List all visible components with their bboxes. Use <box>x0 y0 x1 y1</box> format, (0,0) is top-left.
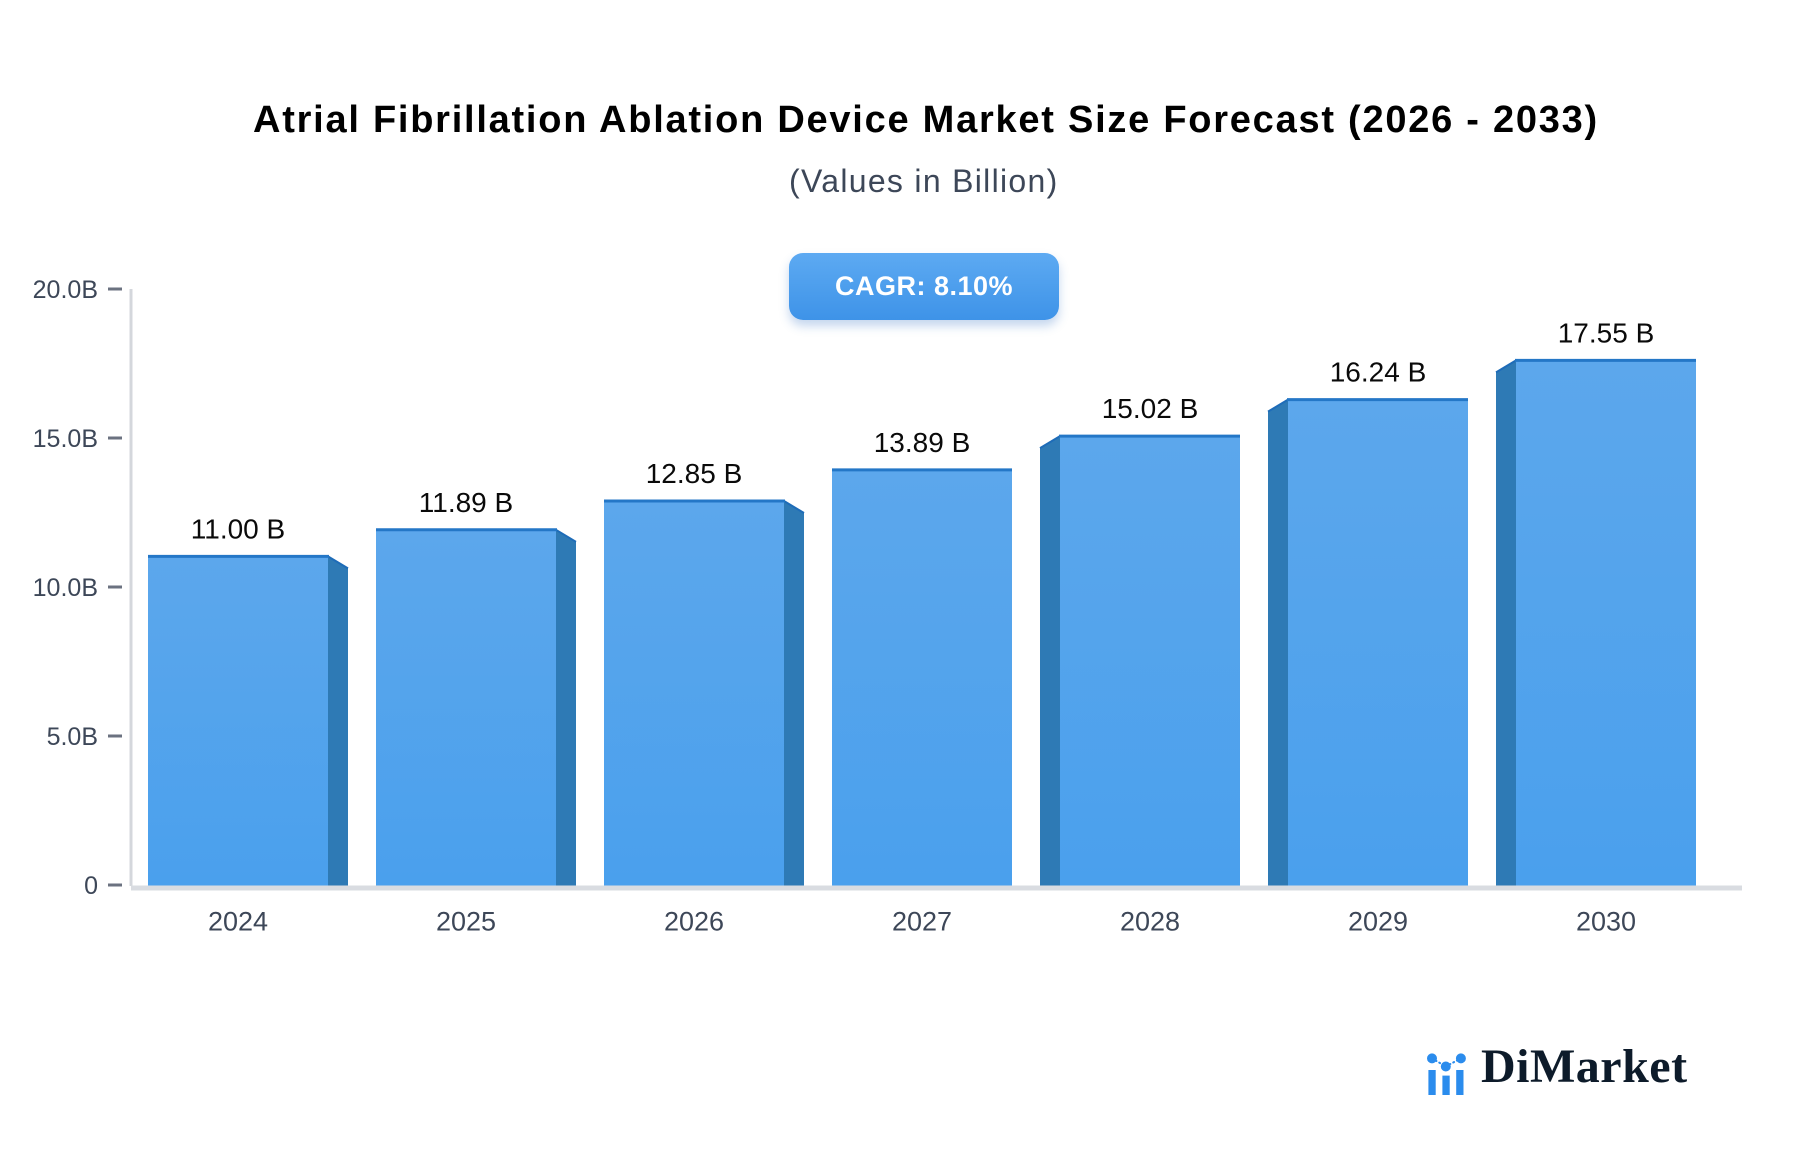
svg-text:2028: 2028 <box>1120 907 1180 937</box>
svg-text:17.55 B: 17.55 B <box>1558 317 1655 348</box>
svg-text:12.85 B: 12.85 B <box>646 458 743 489</box>
svg-text:11.89 B: 11.89 B <box>419 487 513 518</box>
svg-text:2027: 2027 <box>892 907 952 937</box>
svg-text:2030: 2030 <box>1576 907 1636 937</box>
svg-text:0: 0 <box>84 872 98 900</box>
svg-text:20.0B: 20.0B <box>33 276 98 304</box>
svg-text:2024: 2024 <box>208 907 268 937</box>
svg-text:15.0B: 15.0B <box>33 425 98 453</box>
svg-text:15.02 B: 15.02 B <box>1102 393 1199 424</box>
svg-text:13.89 B: 13.89 B <box>874 427 971 458</box>
svg-text:5.0B: 5.0B <box>47 723 98 751</box>
svg-text:2025: 2025 <box>436 907 496 937</box>
svg-text:2029: 2029 <box>1348 907 1408 937</box>
svg-text:11.00 B: 11.00 B <box>191 513 285 544</box>
svg-text:2026: 2026 <box>664 907 724 937</box>
svg-text:10.0B: 10.0B <box>33 574 98 602</box>
svg-text:16.24 B: 16.24 B <box>1330 357 1427 388</box>
